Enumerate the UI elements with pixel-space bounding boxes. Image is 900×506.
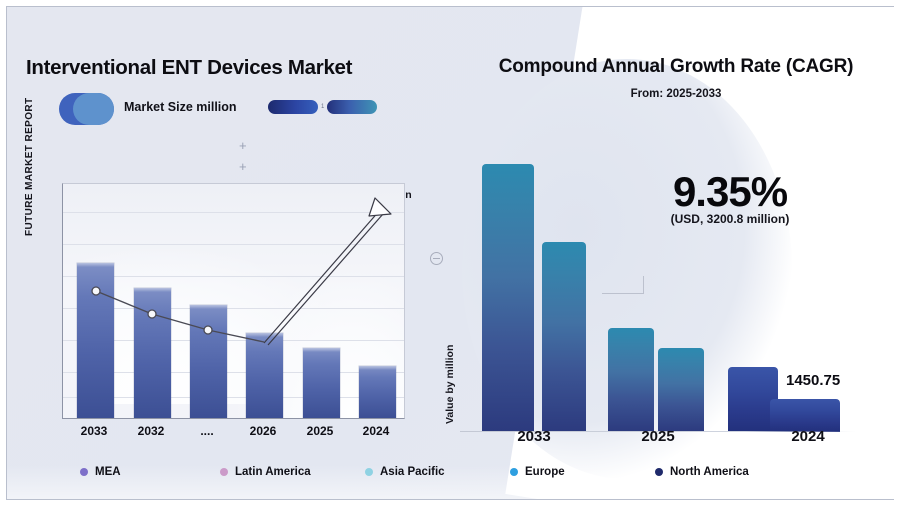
plus-marker-2-icon: + <box>239 159 247 174</box>
legend-label: Europe <box>525 466 565 478</box>
rbar-2024-lower <box>770 399 840 432</box>
legend-label: Asia Pacific <box>380 466 445 478</box>
bottom-fade <box>7 465 894 499</box>
rbar-2033-lower <box>542 242 586 432</box>
pill-swatch-secondary <box>327 100 378 114</box>
x-label-2026: 2026 <box>249 424 277 438</box>
rx-label-2033: 2033 <box>517 428 551 445</box>
cagr-note: (USD, 3200.8 million) <box>670 212 790 226</box>
legend-label: MEA <box>95 466 121 478</box>
legend-dot-icon <box>510 468 518 476</box>
axis-label-future-market-report: FUTURE MARKET REPORT <box>24 97 35 236</box>
market-size-legend-label: Market Size million <box>124 100 237 114</box>
bar-2024 <box>359 366 396 418</box>
plus-marker-1-icon: + <box>239 138 247 153</box>
trend-and-arrow-overlay <box>91 197 392 346</box>
rx-value-2024: 1450.75 <box>786 372 841 389</box>
right-chart-baseline <box>460 431 856 432</box>
page-title: Interventional ENT Devices Market <box>26 56 353 79</box>
rbar-2033-upper <box>482 164 534 432</box>
legend-item-north-america[interactable]: North America <box>655 466 749 478</box>
legend-item-asia-pacific[interactable]: Asia Pacific <box>365 466 510 478</box>
rbar-2025-lower <box>658 348 704 432</box>
x-label-2025: 2025 <box>306 424 334 438</box>
legend-dot-icon <box>80 468 88 476</box>
x-label-2032: 2032 <box>137 424 165 438</box>
growth-arrow-icon <box>263 197 392 346</box>
legend-dot-icon <box>220 468 228 476</box>
pill-separator-label: 1 <box>321 104 325 110</box>
left-chart-x-axis: 2033 2032 .... 2026 2025 2024 <box>62 424 405 444</box>
x-label-dots: .... <box>200 424 214 438</box>
bar-2026 <box>246 333 283 418</box>
bar-dots <box>190 305 227 418</box>
rbar-2025-upper <box>608 328 654 432</box>
cagr-subtitle: From: 2025-2033 <box>630 88 722 100</box>
rx-label-2025: 2025 <box>641 428 675 445</box>
rbar-2024-upper <box>728 367 778 432</box>
x-label-2024: 2024 <box>362 424 390 438</box>
cagr-title: Compound Annual Growth Rate (CAGR) <box>498 56 854 77</box>
legend-dot-icon <box>365 468 373 476</box>
legend-label: North America <box>670 466 749 478</box>
axis-label-value-by-million: Value by million <box>444 344 456 424</box>
legend-dot-icon <box>655 468 663 476</box>
legend-item-europe[interactable]: Europe <box>510 466 655 478</box>
bar-2025 <box>303 348 340 418</box>
decorative-bracket <box>602 276 644 294</box>
legend-label: Latin America <box>235 466 311 478</box>
circle-minus-icon <box>430 252 443 265</box>
legend-item-latin-america[interactable]: Latin America <box>220 466 365 478</box>
brand-logo-icon <box>58 92 120 126</box>
x-label-2033: 2033 <box>80 424 108 438</box>
pill-swatch-primary <box>268 100 318 114</box>
rx-label-2024: 2024 <box>791 428 825 445</box>
pill-group: 1 <box>268 100 378 114</box>
region-legend: MEA Latin America Asia Pacific Europe No… <box>80 466 749 478</box>
right-bar-chart <box>460 150 880 432</box>
left-bar-chart: ▤ ⊞ <box>62 183 405 419</box>
legend-item-mea[interactable]: MEA <box>80 466 220 478</box>
cagr-value: 9.35% <box>672 168 788 215</box>
